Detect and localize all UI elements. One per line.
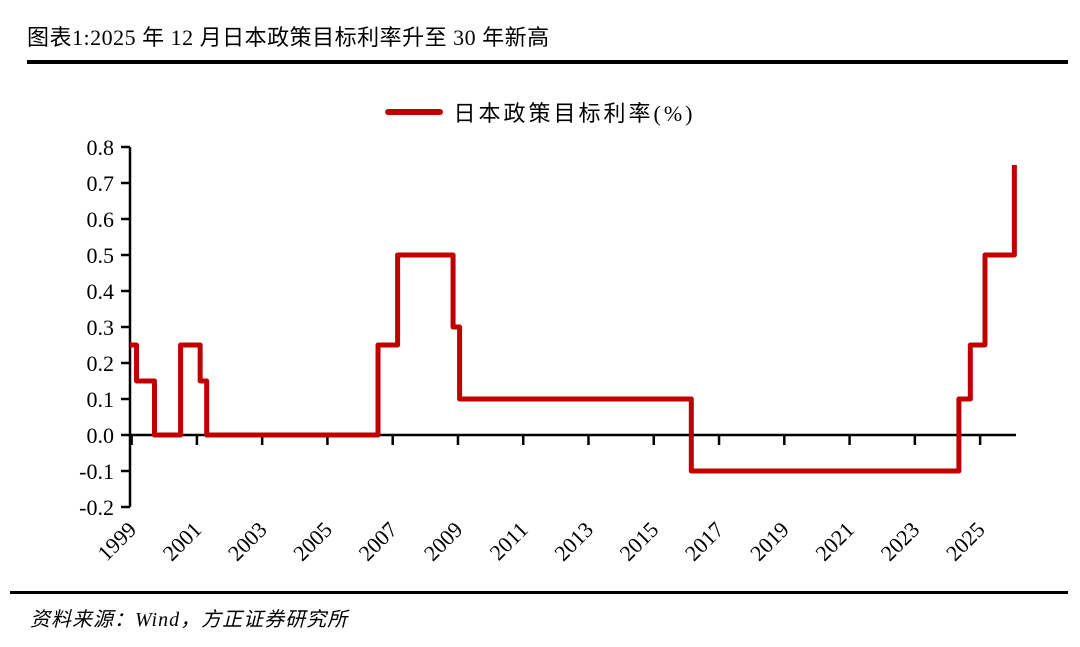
source-note: 资料来源：Wind，方正证券研究所	[30, 609, 349, 631]
svg-text:2007: 2007	[353, 517, 402, 566]
footer-divider	[10, 591, 1068, 594]
svg-text:0.4: 0.4	[87, 279, 115, 304]
svg-text:2011: 2011	[485, 517, 533, 565]
figure-title: 图表1:2025 年 12 月日本政策目标利率升至 30 年新高	[27, 25, 550, 50]
chart-legend: 日本政策目标利率(%)	[0, 96, 1080, 128]
svg-text:2009: 2009	[419, 517, 468, 566]
svg-text:0.3: 0.3	[87, 315, 115, 340]
title-divider	[27, 60, 1068, 64]
svg-text:-0.2: -0.2	[79, 495, 114, 520]
svg-text:2013: 2013	[549, 517, 598, 566]
legend-line-swatch	[384, 109, 443, 115]
svg-text:0.7: 0.7	[87, 171, 115, 196]
svg-text:2023: 2023	[876, 517, 925, 566]
svg-text:-0.1: -0.1	[79, 459, 114, 484]
svg-text:0.5: 0.5	[87, 243, 115, 268]
svg-text:0.0: 0.0	[87, 423, 115, 448]
svg-text:2019: 2019	[745, 517, 794, 566]
svg-text:2003: 2003	[223, 517, 272, 566]
svg-text:1999: 1999	[92, 517, 141, 566]
legend-series-label: 日本政策目标利率(%)	[453, 101, 696, 126]
svg-text:0.6: 0.6	[87, 207, 115, 232]
svg-text:2021: 2021	[810, 517, 859, 566]
svg-text:0.1: 0.1	[87, 387, 115, 412]
svg-text:2001: 2001	[158, 517, 207, 566]
svg-text:0.8: 0.8	[87, 135, 115, 160]
svg-text:2025: 2025	[941, 517, 990, 566]
svg-text:2015: 2015	[615, 517, 664, 566]
svg-text:0.2: 0.2	[87, 351, 115, 376]
svg-text:2005: 2005	[288, 517, 337, 566]
svg-text:2017: 2017	[680, 517, 729, 566]
